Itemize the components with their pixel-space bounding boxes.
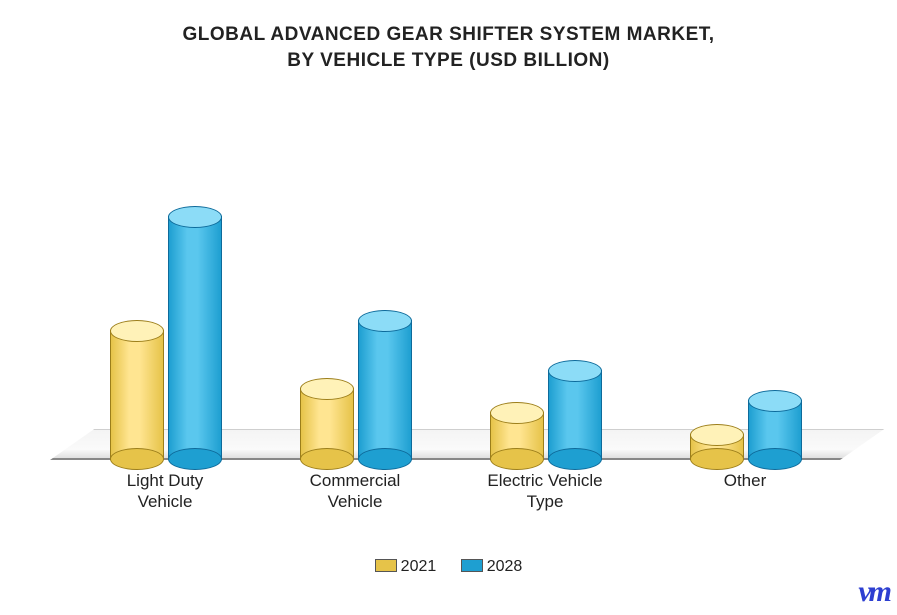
bar-2021-2 <box>490 412 542 460</box>
bar-2028-1 <box>358 320 410 460</box>
bar-2028-3 <box>748 400 800 460</box>
legend-swatch-2021 <box>375 559 397 572</box>
category-label-3: Other <box>655 470 835 491</box>
bar-2021-0 <box>110 330 162 460</box>
category-label-1: CommercialVehicle <box>265 470 445 513</box>
legend: 2021 2028 <box>0 558 897 576</box>
title-line-1: GLOBAL ADVANCED GEAR SHIFTER SYSTEM MARK… <box>0 22 897 48</box>
brand-logo: vm <box>858 575 889 609</box>
chart-plot-area: Light DutyVehicleCommercialVehicleElectr… <box>50 160 840 460</box>
chart-title: GLOBAL ADVANCED GEAR SHIFTER SYSTEM MARK… <box>0 0 897 73</box>
bar-2021-1 <box>300 388 352 460</box>
bar-2021-3 <box>690 434 742 460</box>
legend-item-2028: 2028 <box>461 558 523 576</box>
bar-2028-0 <box>168 216 220 460</box>
legend-item-2021: 2021 <box>375 558 437 576</box>
category-label-0: Light DutyVehicle <box>75 470 255 513</box>
title-line-2: BY VEHICLE TYPE (USD BILLION) <box>0 48 897 74</box>
bar-2028-2 <box>548 370 600 460</box>
category-label-2: Electric VehicleType <box>455 470 635 513</box>
legend-swatch-2028 <box>461 559 483 572</box>
